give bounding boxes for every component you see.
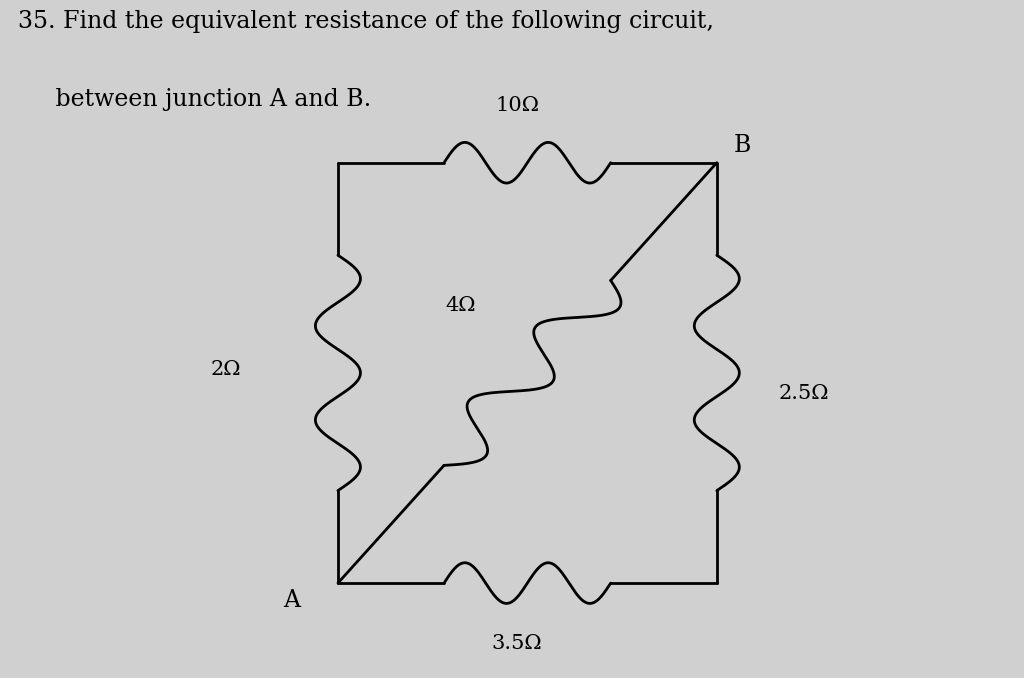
Text: 2.5Ω: 2.5Ω	[778, 384, 828, 403]
Text: 2Ω: 2Ω	[210, 360, 241, 379]
Text: 10Ω: 10Ω	[496, 96, 539, 115]
Text: B: B	[734, 134, 751, 157]
Text: 3.5Ω: 3.5Ω	[492, 634, 543, 653]
Text: 4Ω: 4Ω	[445, 296, 476, 315]
Text: between junction A and B.: between junction A and B.	[18, 88, 372, 111]
Text: 35. Find the equivalent resistance of the following circuit,: 35. Find the equivalent resistance of th…	[18, 10, 715, 33]
Text: A: A	[284, 589, 300, 612]
